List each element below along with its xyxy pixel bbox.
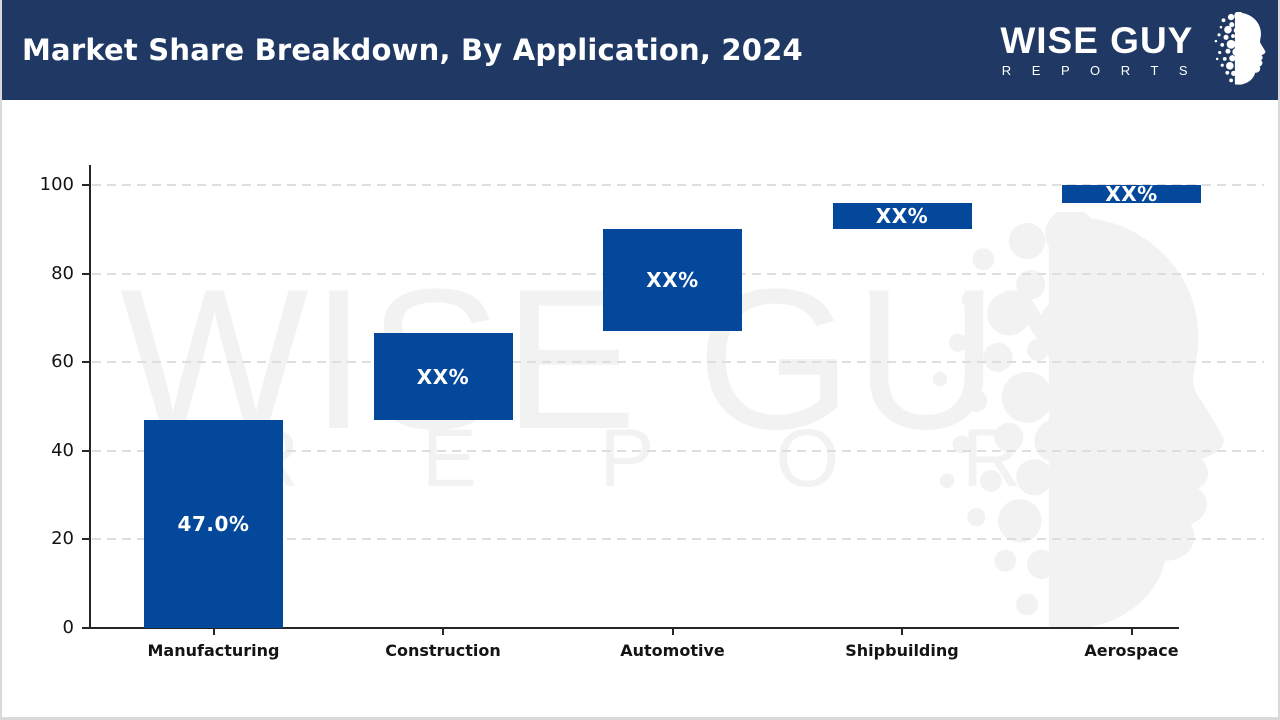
- bar-automotive: [603, 229, 742, 332]
- logo-wordmark: WISE GUY: [1000, 20, 1194, 61]
- x-tick-mark: [671, 628, 674, 635]
- bar-manufacturing: [144, 419, 283, 628]
- gridline: [92, 184, 1264, 186]
- y-axis-tick-label: 40: [51, 439, 74, 461]
- x-axis-category-label: Shipbuilding: [845, 641, 959, 660]
- logo-face-icon: [1198, 12, 1268, 88]
- chart-title: Market Share Breakdown, By Application, …: [22, 33, 803, 67]
- y-tick-mark: [82, 272, 89, 275]
- x-axis-category-label: Automotive: [620, 641, 725, 660]
- header: Market Share Breakdown, By Application, …: [2, 0, 1278, 100]
- y-tick-mark: [82, 449, 89, 452]
- bar-value-label: XX%: [646, 268, 699, 293]
- bar-aerospace: [1062, 185, 1201, 203]
- x-axis-line: [89, 627, 1179, 629]
- x-tick-mark: [1130, 628, 1133, 635]
- gridline: [92, 449, 1264, 452]
- x-axis-category-label: Construction: [385, 641, 501, 660]
- y-axis-line: [89, 165, 91, 629]
- y-tick-mark: [82, 184, 89, 186]
- logo-subtext: R E P O R T S: [1001, 63, 1196, 78]
- x-tick-mark: [442, 628, 444, 635]
- y-axis-tick-label: 20: [51, 528, 74, 550]
- gridline: [92, 538, 1264, 541]
- chart-area: WISE GUY R E P O R T S 02040608010047.0%…: [2, 100, 1278, 717]
- y-axis-tick-label: 80: [51, 262, 74, 284]
- logo-wordmark-block: WISE GUY R E P O R T S: [998, 22, 1196, 78]
- bar-value-label: XX%: [1105, 181, 1158, 206]
- bar-value-label: 47.0%: [177, 511, 250, 536]
- x-axis-category-label: Aerospace: [1084, 641, 1179, 660]
- gridline: [92, 361, 1264, 364]
- x-tick-mark: [212, 628, 215, 635]
- y-axis-tick-label: 60: [51, 351, 74, 373]
- y-axis-tick-label: 0: [62, 617, 74, 638]
- bar-construction: [373, 333, 513, 420]
- y-axis-tick-label: 100: [39, 174, 74, 195]
- x-axis-category-label: Manufacturing: [147, 641, 280, 660]
- waterfall-chart-plot: 0 20 40 60 80 100 47.0% Manufacturing XX% Constru…: [2, 100, 1278, 717]
- y-tick-mark: [82, 627, 89, 629]
- bar-value-label: XX%: [875, 204, 929, 228]
- wise-guy-logo: WISE GUY R E P O R T S: [998, 12, 1268, 88]
- y-tick-mark: [82, 538, 89, 541]
- bar-shipbuilding: [832, 202, 972, 230]
- y-tick-mark: [82, 361, 89, 364]
- x-tick-mark: [901, 628, 903, 635]
- bar-value-label: XX%: [416, 364, 470, 389]
